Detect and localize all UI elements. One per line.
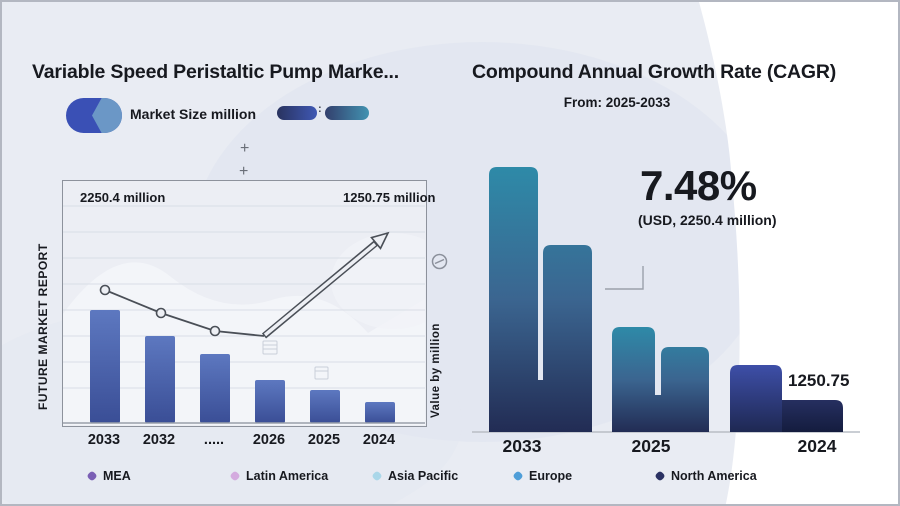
cagr-value: 7.48%	[640, 162, 757, 209]
cagr-chart-svg	[472, 167, 860, 433]
market-size-bar	[90, 310, 120, 423]
x-label: 2033	[502, 436, 542, 456]
legend-dot	[229, 469, 241, 482]
market-size-bar	[365, 402, 395, 423]
legend-dot	[512, 469, 524, 482]
market-size-chart	[58, 180, 455, 427]
bar-2024-primary	[730, 365, 782, 432]
cagr-note: (USD, 2250.4 million)	[638, 212, 777, 228]
ratio-pill-teal	[325, 106, 369, 120]
table-watermark-icon	[262, 340, 329, 380]
x-label: 2024	[797, 436, 837, 456]
corner-bracket-decoration	[605, 266, 644, 290]
market-size-chart-svg	[58, 205, 455, 425]
legend-item-europe: Europe	[512, 468, 573, 483]
ratio-separator: :	[318, 103, 322, 115]
value-label-2024: 1250.75 million	[343, 190, 436, 205]
y-axis-label: Value by million	[430, 323, 442, 418]
market-size-bar	[310, 390, 340, 423]
plus-icon: +	[240, 140, 250, 157]
x-label: 2025	[631, 436, 671, 456]
right-chart-title: Compound Annual Growth Rate (CAGR)	[472, 61, 837, 83]
market-size-bar	[145, 336, 175, 423]
legend-label: Latin America	[246, 468, 329, 483]
legend-item-asia-pacific: Asia Pacific	[371, 468, 459, 483]
value-label-2033: 2250.4 million	[80, 190, 166, 205]
legend-item-latin-america: Latin America	[229, 468, 329, 483]
legend-dot	[654, 469, 666, 482]
legend-item-mea: MEA	[86, 468, 131, 483]
x-label: 2025	[307, 432, 341, 448]
plus-icon: +	[239, 163, 249, 180]
right-chart-subtitle: From: 2025-2033	[563, 95, 671, 110]
x-label: 2024	[362, 432, 396, 448]
bar-value-annotation: 1250.75	[788, 371, 850, 390]
x-label: 2026	[252, 432, 286, 448]
future-market-report-label: FUTURE MARKET REPORT	[36, 243, 50, 410]
trend-arrow-fill	[263, 242, 377, 337]
capsule-highlight	[92, 98, 122, 133]
legend-item-north-america: North America	[654, 468, 757, 483]
legend-dot	[86, 469, 98, 482]
x-label: .....	[203, 432, 225, 448]
legend-label: Asia Pacific	[388, 468, 459, 483]
capsule-legend-icon	[66, 98, 122, 133]
ratio-pill-dark	[277, 106, 317, 120]
bar-pair-2025	[612, 327, 709, 432]
trend-arrowhead	[370, 231, 390, 250]
market-size-legend-label: Market Size million	[130, 106, 257, 122]
bar-2024-secondary	[782, 400, 843, 432]
trend-line-markers	[99, 284, 221, 337]
legend-label: Europe	[529, 468, 573, 483]
market-size-bar	[255, 380, 285, 423]
trend-line	[104, 289, 265, 337]
slash-circle-icon	[431, 253, 448, 270]
market-size-bar	[200, 354, 230, 423]
gridlines	[63, 205, 425, 389]
x-label: 2033	[87, 432, 121, 448]
left-chart-title: Variable Speed Peristaltic Pump Marke...	[32, 61, 399, 83]
legend-dot	[371, 469, 383, 482]
bar-pair-2033	[489, 167, 592, 432]
legend-label: North America	[671, 468, 757, 483]
x-label: 2032	[142, 432, 176, 448]
legend-label: MEA	[103, 468, 131, 483]
market-size-bars	[90, 310, 395, 423]
